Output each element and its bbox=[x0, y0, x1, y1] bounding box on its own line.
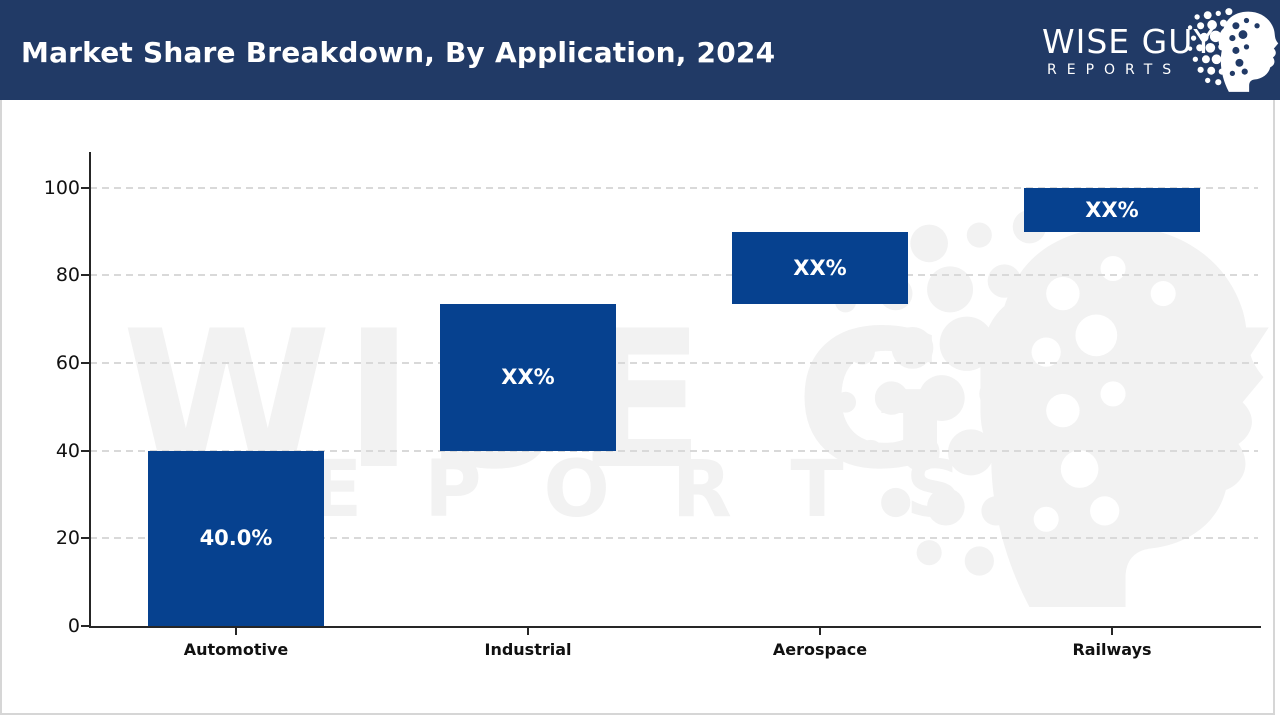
x-axis-line bbox=[88, 625, 1261, 628]
y-tick-mark bbox=[81, 625, 90, 627]
logo-wordmark: WISE GUY bbox=[1042, 22, 1215, 61]
bar-value-label: XX% bbox=[501, 365, 555, 390]
x-tick-mark bbox=[1111, 627, 1113, 635]
grid-line bbox=[90, 449, 1258, 452]
y-tick-label: 40 bbox=[55, 439, 80, 462]
x-tick-mark bbox=[527, 627, 529, 635]
y-tick-label: 20 bbox=[55, 527, 80, 550]
y-tick-label: 100 bbox=[43, 176, 80, 199]
bar: XX% bbox=[732, 231, 908, 304]
y-axis-line bbox=[88, 152, 91, 628]
logo-reports-label: REPORTS bbox=[1047, 62, 1182, 78]
bar: 40.0% bbox=[148, 450, 324, 626]
x-tick-label: Industrial bbox=[484, 640, 572, 659]
x-tick-mark bbox=[819, 627, 821, 635]
header: Market Share Breakdown, By Application, … bbox=[0, 0, 1280, 100]
bar-value-label: XX% bbox=[793, 255, 847, 280]
grid-line bbox=[90, 537, 1258, 540]
x-tick-mark bbox=[235, 627, 237, 635]
x-tick-label: Automotive bbox=[183, 640, 289, 659]
y-tick-mark bbox=[81, 186, 90, 189]
grid-line bbox=[90, 274, 1258, 277]
bar-value-label: XX% bbox=[1085, 198, 1139, 223]
y-tick-mark bbox=[81, 449, 90, 452]
y-tick-label: 60 bbox=[55, 351, 80, 374]
watermark-face-icon bbox=[835, 210, 1264, 607]
grid-line bbox=[90, 186, 1258, 189]
y-tick-label: 80 bbox=[55, 264, 80, 287]
grid-line bbox=[90, 361, 1258, 364]
bar: XX% bbox=[1024, 188, 1200, 232]
chart-container: WISE GUY REPORTS 0 20 40 60 80 10 bbox=[0, 100, 1275, 715]
y-tick-mark bbox=[81, 361, 90, 364]
x-tick-label: Aerospace bbox=[772, 640, 868, 659]
x-tick-label: Railways bbox=[1072, 640, 1152, 659]
page-title: Market Share Breakdown, By Application, … bbox=[21, 36, 776, 69]
y-tick-label: 0 bbox=[67, 615, 80, 637]
logo-face-icon bbox=[1187, 8, 1279, 92]
bar: XX% bbox=[440, 303, 616, 451]
wise-guy-logo: WISE GUY REPORTS bbox=[1042, 22, 1215, 78]
y-tick-mark bbox=[81, 274, 90, 277]
y-tick-mark bbox=[81, 537, 90, 540]
bar-value-label: 40.0% bbox=[199, 526, 273, 551]
